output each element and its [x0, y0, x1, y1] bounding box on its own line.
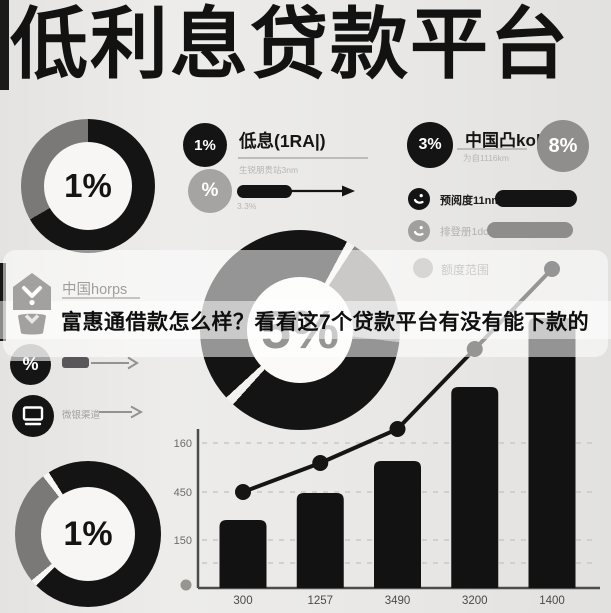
x-axis-label: 1400	[539, 595, 565, 607]
divider-line	[238, 157, 368, 159]
origin-dot	[180, 579, 192, 591]
bar-note: 3.3%	[237, 201, 257, 211]
donut-value: 1%	[44, 142, 132, 230]
bar	[374, 461, 421, 588]
line-point	[312, 455, 329, 471]
monitor-icon	[12, 395, 54, 442]
percent-badge-gray-large: 8%	[537, 120, 589, 172]
donut-chart-top-left: 1%	[21, 119, 155, 253]
percent-badge-black: 3%	[407, 122, 453, 168]
donut-chart-bottom-left: 1%	[15, 461, 161, 607]
headline-strip	[0, 301, 611, 339]
panel-title-low-interest: 低息(1RA|)	[239, 131, 326, 151]
progress-bar-black	[237, 185, 292, 198]
divider-line	[62, 297, 140, 299]
arrow-right-icon	[99, 405, 144, 424]
panel-subtitle: 为自1116km	[463, 153, 509, 163]
page-title: 低利息贷款平台	[10, 0, 571, 88]
brand-label: 中国horps	[62, 282, 128, 298]
headline-text: 富惠通借款怎么样？看看这7个贷款平台有没有能下款的	[61, 311, 590, 334]
home-icon	[12, 272, 52, 340]
row-label-quota: 预阅度11nm	[440, 195, 502, 207]
percent-badge-black: 1%	[183, 123, 227, 167]
bar	[528, 318, 576, 588]
y-axis-tick: 160	[174, 438, 192, 450]
channel-label: 微银渠道	[62, 410, 101, 421]
left-edge-strip-top	[0, 0, 9, 90]
small-bar-dark	[62, 357, 89, 368]
divider-line	[457, 148, 527, 150]
clock-face-icon	[408, 188, 430, 210]
panel-subtitle: 生锐朋贵站3nm	[239, 165, 299, 175]
x-axis-label: 3200	[462, 595, 488, 607]
x-axis-label: 1257	[307, 595, 333, 607]
bar	[296, 493, 344, 588]
donut-value: 1%	[41, 487, 135, 581]
clock-face-icon	[408, 220, 430, 242]
percent-badge-gray: %	[188, 169, 232, 213]
arrow-right-icon	[91, 356, 139, 375]
bar	[219, 520, 267, 588]
row-bar-black	[495, 190, 577, 207]
y-axis-tick: 150	[174, 535, 192, 547]
line-point	[235, 484, 251, 500]
panel-title-china: 中国凸ko|)	[465, 131, 547, 150]
bar	[451, 387, 499, 588]
y-axis-tick: 450	[174, 487, 192, 499]
row-bar-gray	[487, 222, 573, 238]
arrow-right-icon	[290, 184, 356, 203]
line-point	[389, 421, 406, 437]
x-axis-label: 3490	[385, 595, 411, 607]
row-label-register: 排登册1dcd	[440, 226, 495, 238]
x-axis-label: 300	[233, 595, 252, 607]
